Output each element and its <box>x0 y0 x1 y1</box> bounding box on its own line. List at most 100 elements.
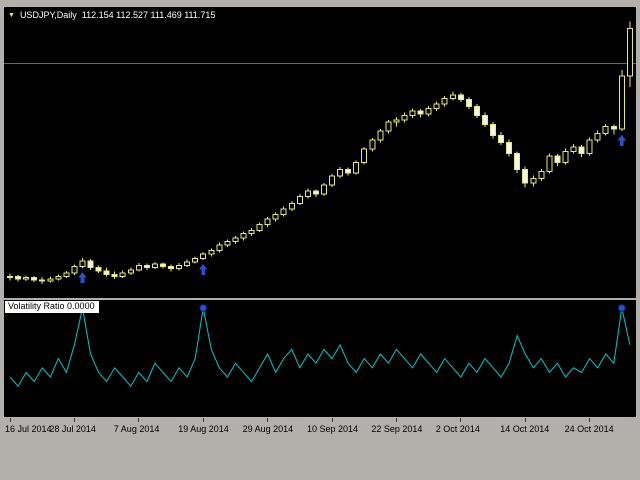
candle-body <box>304 190 311 197</box>
x-axis-date-label: 28 Jul 2014 <box>49 424 96 434</box>
candle <box>7 273 13 281</box>
candle <box>345 167 352 176</box>
candle-body <box>7 276 13 279</box>
candle <box>151 261 158 270</box>
candle <box>554 154 561 167</box>
candle-body <box>337 168 344 177</box>
x-axis-date-label: 2 Oct 2014 <box>435 424 480 434</box>
candle <box>288 201 295 212</box>
candle <box>570 144 577 154</box>
volatility-peak-dot[interactable] <box>617 304 626 312</box>
candle <box>272 212 279 222</box>
candle-body <box>119 272 126 278</box>
candle-body <box>441 97 448 105</box>
candle-body <box>159 263 166 267</box>
candle <box>248 228 255 236</box>
candle <box>256 222 263 233</box>
candle-body <box>417 110 424 115</box>
candle <box>135 263 142 272</box>
indicator-name: Volatility Ratio <box>8 301 65 311</box>
x-axis-date-label: 19 Aug 2014 <box>178 424 229 434</box>
candle-body <box>465 98 472 107</box>
candle <box>498 132 505 146</box>
candle-body <box>506 141 513 155</box>
up-arrow-icon[interactable] <box>617 135 626 147</box>
candle-body <box>473 105 480 116</box>
candle-body <box>554 155 561 164</box>
candle-body <box>546 155 553 173</box>
volatility-peak-dot[interactable] <box>199 304 208 312</box>
candle <box>578 145 585 158</box>
candle-body <box>457 94 464 100</box>
pane-separator[interactable] <box>0 298 640 300</box>
candle <box>55 274 62 281</box>
candle <box>626 21 633 88</box>
candle-body <box>23 277 30 280</box>
candle-body <box>522 168 529 184</box>
up-arrow-icon[interactable] <box>78 272 87 284</box>
time-axis[interactable]: 16 Jul 2014 28 Jul 2014 7 Aug 2014 19 Aug 2… <box>4 417 636 480</box>
candle <box>184 259 191 267</box>
up-arrow-icon[interactable] <box>199 264 208 276</box>
candle-body <box>618 75 625 130</box>
volatility-line <box>9 307 631 388</box>
candle <box>481 112 488 128</box>
candle-body <box>135 264 142 271</box>
indicator-pane[interactable] <box>4 300 636 417</box>
x-axis-tick <box>524 418 526 422</box>
candle <box>377 128 384 143</box>
candle-body <box>288 202 295 210</box>
candle-body <box>63 272 70 278</box>
candle-body <box>538 171 545 179</box>
candle <box>232 235 239 244</box>
candle <box>23 275 30 282</box>
candle-body <box>570 146 577 152</box>
candle <box>514 151 521 173</box>
indicator-label: Volatility Ratio 0.0000 <box>5 301 99 313</box>
ohlc-marker-icon: ▼ <box>8 11 15 19</box>
candle <box>95 265 102 274</box>
candle-body <box>296 195 303 204</box>
candle <box>240 231 247 241</box>
candle <box>31 275 38 283</box>
candle-body <box>184 261 191 266</box>
candle-body <box>530 177 537 184</box>
candle-body <box>498 135 505 143</box>
candle-body <box>361 148 368 164</box>
candle-body <box>320 184 327 195</box>
candle-body <box>103 270 110 275</box>
candle <box>71 264 78 275</box>
x-axis-date-label: 22 Sep 2014 <box>371 424 423 434</box>
x-axis-date-label: 29 Aug 2014 <box>242 424 294 434</box>
candle <box>506 139 513 157</box>
candle-body <box>95 267 102 272</box>
candle-body <box>264 218 271 226</box>
candle-body <box>433 103 440 110</box>
candle-body <box>71 265 78 274</box>
candle-body <box>39 279 46 282</box>
candle <box>224 239 231 248</box>
candle <box>538 168 545 182</box>
candle-body <box>610 126 617 130</box>
candle-body <box>151 263 158 269</box>
main-chart-pane[interactable] <box>4 7 636 298</box>
candle <box>425 105 432 117</box>
candle-body <box>409 110 416 116</box>
x-axis-date-label: 24 Oct 2014 <box>564 424 614 434</box>
candle-body <box>369 139 376 150</box>
x-axis-tick <box>202 418 204 422</box>
candle <box>562 148 569 165</box>
candle <box>329 173 335 188</box>
x-axis-date-label: 10 Sep 2014 <box>307 424 359 434</box>
candle <box>465 97 472 109</box>
candle-body <box>208 250 215 255</box>
candle-body <box>79 260 86 267</box>
candle <box>127 267 134 275</box>
candle <box>417 108 424 118</box>
candle <box>79 257 86 269</box>
candle <box>385 119 392 134</box>
candle <box>159 262 166 269</box>
volatility-ratio-chart[interactable] <box>4 300 636 417</box>
candle <box>119 270 126 279</box>
candlestick-chart[interactable] <box>4 7 636 298</box>
